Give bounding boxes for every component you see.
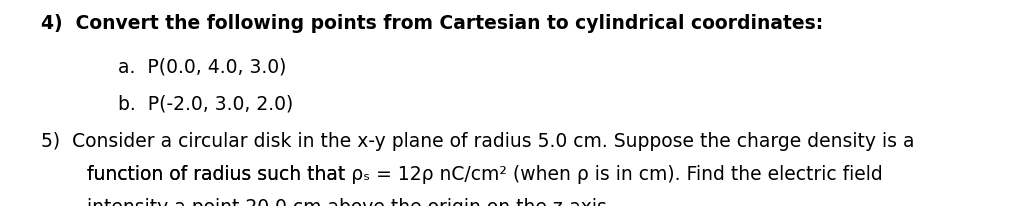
Text: intensity a point 20.0 cm above the origin on the z-axis.: intensity a point 20.0 cm above the orig…	[87, 198, 612, 206]
Text: 4)  Convert the following points from Cartesian to cylindrical coordinates:: 4) Convert the following points from Car…	[41, 14, 823, 33]
Text: a.  P(0.0, 4.0, 3.0): a. P(0.0, 4.0, 3.0)	[118, 58, 286, 77]
Text: function of radius such that: function of radius such that	[87, 165, 351, 184]
Text: function of radius such that ρₛ = 12ρ nC/cm² (when ρ is in cm). Find the electri: function of radius such that ρₛ = 12ρ nC…	[87, 165, 883, 184]
Text: b.  P(-2.0, 3.0, 2.0): b. P(-2.0, 3.0, 2.0)	[118, 95, 293, 114]
Text: 5)  Consider a circular disk in the x-y plane of radius 5.0 cm. Suppose the char: 5) Consider a circular disk in the x-y p…	[41, 132, 914, 151]
